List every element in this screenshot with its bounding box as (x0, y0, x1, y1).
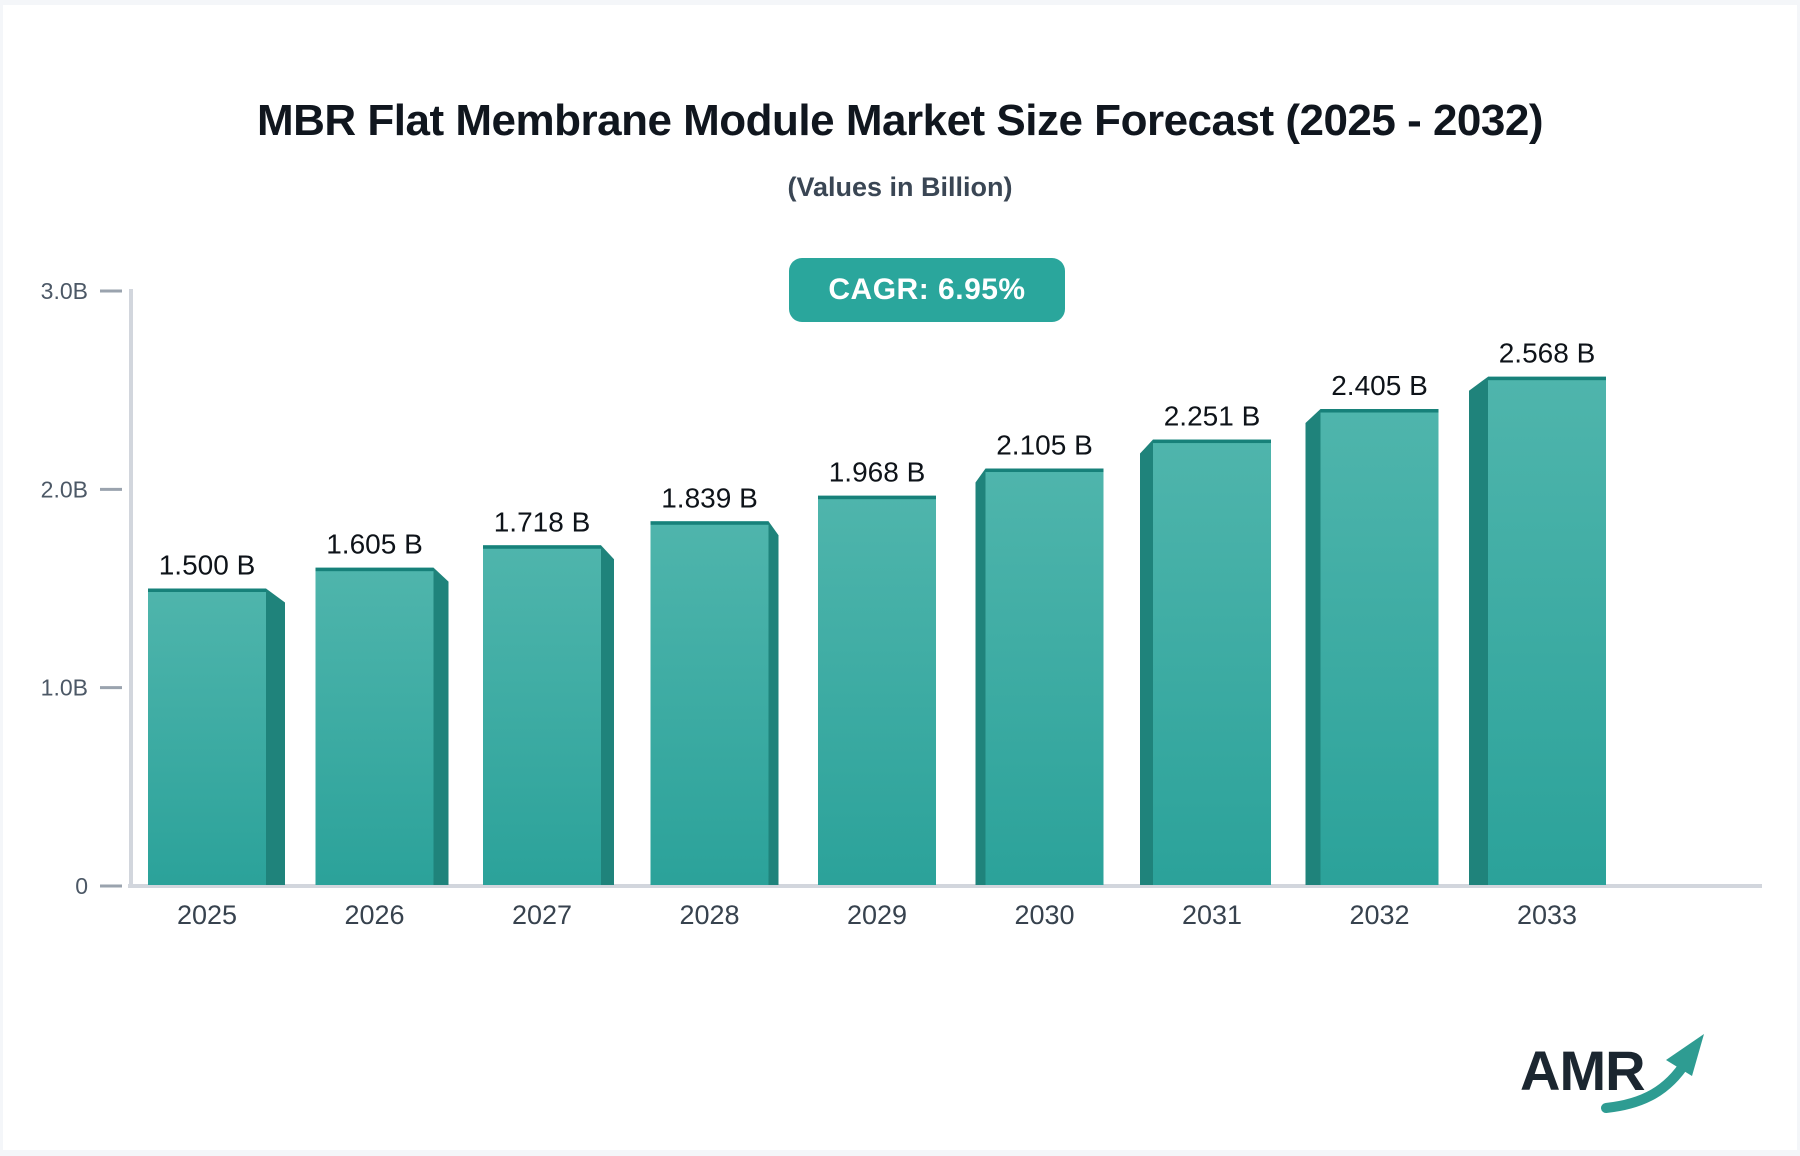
bar-side-2025 (266, 588, 285, 885)
cagr-badge: CAGR: 6.95% (789, 258, 1065, 322)
x-axis-label-2028: 2028 (679, 900, 739, 930)
bar-value-label-2028: 1.839 B (661, 482, 758, 513)
bar-side-2032 (1305, 409, 1321, 885)
bar-side-2026 (433, 567, 449, 885)
bar-side-2031 (1140, 439, 1153, 885)
bar-top-edge-2029 (818, 495, 936, 500)
bar-top-edge-2030 (985, 468, 1104, 473)
bar-2027 (483, 545, 601, 885)
bar-2032 (1320, 409, 1439, 885)
logo-arrow-head-icon (1666, 1034, 1704, 1076)
bar-value-label-2030: 2.105 B (996, 430, 1093, 461)
x-axis-label-2032: 2032 (1349, 900, 1409, 930)
bar-top-edge-2026 (315, 567, 434, 572)
x-axis-label-2029: 2029 (847, 900, 907, 930)
bar-side-2033 (1469, 376, 1488, 885)
chart-subtitle: (Values in Billion) (787, 172, 1013, 202)
bar-value-label-2025: 1.500 B (159, 550, 256, 581)
bar-value-label-2029: 1.968 B (829, 457, 926, 488)
y-axis-label: 3.0B (41, 278, 88, 304)
x-axis-label-2030: 2030 (1014, 900, 1074, 930)
bar-2026 (315, 567, 434, 885)
bar-side-2030 (975, 468, 986, 885)
bar-top-edge-2032 (1320, 409, 1439, 413)
bar-value-label-2026: 1.605 B (326, 529, 423, 560)
x-axis-label-2031: 2031 (1182, 900, 1242, 930)
x-axis-label-2026: 2026 (344, 900, 404, 930)
y-axis-label: 2.0B (41, 476, 88, 502)
chart-title: MBR Flat Membrane Module Market Size For… (256, 96, 1544, 145)
y-axis-label: 0 (75, 873, 88, 899)
bar-value-label-2033: 2.568 B (1499, 338, 1596, 369)
amr-logo-text: AMR (1520, 1039, 1645, 1102)
bar-2030 (985, 468, 1104, 885)
bar-value-label-2027: 1.718 B (494, 506, 591, 537)
bar-side-2027 (601, 545, 614, 885)
bar-2025 (148, 588, 266, 885)
bar-side-2028 (768, 521, 779, 885)
amr-logo: AMR (1520, 1034, 1704, 1113)
logo-arrow-swoosh-icon (1601, 1057, 1691, 1113)
bar-top-edge-2027 (483, 545, 601, 549)
bar-top-edge-2025 (148, 588, 266, 593)
bar-2033 (1488, 376, 1606, 885)
bar-2029 (818, 495, 936, 885)
bar-2028 (650, 521, 769, 885)
x-axis-label-2033: 2033 (1517, 900, 1577, 930)
bar-value-label-2031: 2.251 B (1164, 401, 1261, 432)
bar-top-edge-2031 (1153, 439, 1271, 444)
bar-top-edge-2028 (650, 521, 769, 525)
x-axis-label-2027: 2027 (512, 900, 572, 930)
y-axis-label: 1.0B (41, 675, 88, 701)
bar-top-edge-2033 (1488, 376, 1606, 381)
bar-value-label-2032: 2.405 B (1331, 370, 1428, 401)
cagr-badge-label: CAGR: 6.95% (828, 273, 1026, 306)
x-axis-label-2025: 2025 (177, 900, 237, 930)
bar-2031 (1153, 439, 1271, 885)
